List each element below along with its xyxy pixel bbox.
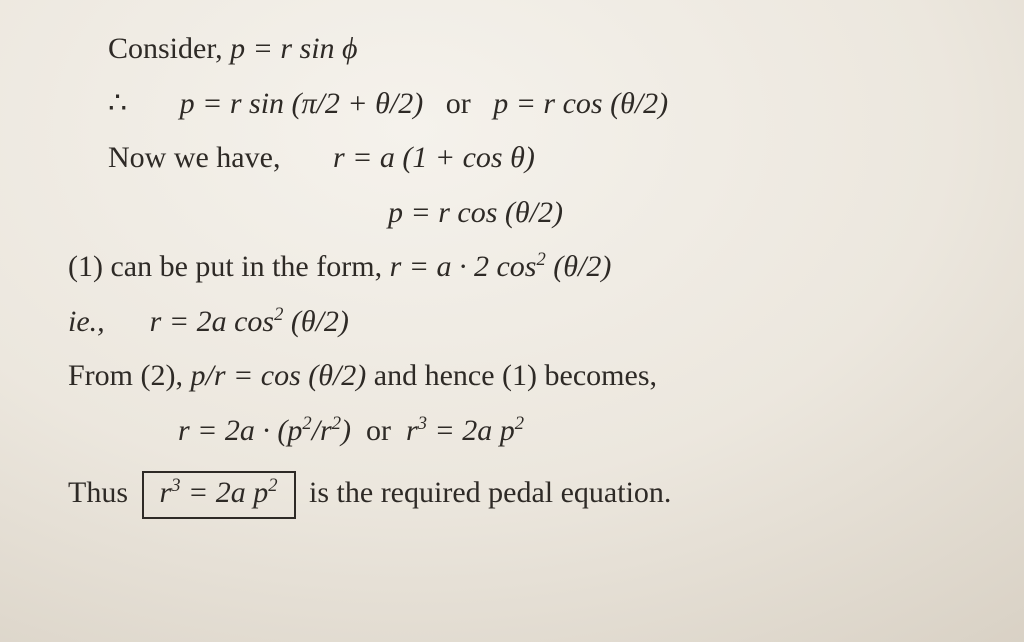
eq-text: (θ/2)	[283, 305, 349, 338]
math: p = r cos (θ/2)	[388, 196, 563, 229]
eq-text: p = r sin ϕ	[230, 32, 357, 65]
eq-text: )	[341, 414, 351, 447]
math: r = 2a · (p2/r2)	[178, 414, 351, 447]
text-or: or	[366, 414, 391, 447]
superscript: 2	[515, 413, 524, 434]
line-1: Consider, p = r sin ϕ	[68, 26, 976, 73]
math: r = a · 2 cos2 (θ/2)	[390, 250, 612, 283]
superscript: 2	[332, 413, 341, 434]
line-9: Thus r3 = 2a p2 is the required pedal eq…	[68, 470, 976, 519]
line-8: r = 2a · (p2/r2) or r3 = 2a p2	[68, 408, 976, 455]
text: Now we have,	[108, 141, 280, 174]
math: r3 = 2a p2	[160, 476, 278, 509]
superscript: 2	[302, 413, 311, 434]
text: and hence (1) becomes,	[366, 359, 657, 392]
therefore-symbol: ∴	[108, 87, 127, 120]
math: p/r = cos (θ/2)	[191, 359, 367, 392]
math: r = a (1 + cos θ)	[333, 141, 535, 174]
line-2: ∴ p = r sin (π/2 + θ/2) or p = r cos (θ/…	[68, 81, 976, 128]
line-3: Now we have, r = a (1 + cos θ)	[68, 135, 976, 182]
text: (1) can be put in the form,	[68, 250, 390, 283]
boxed-result: r3 = 2a p2	[142, 471, 296, 519]
text-ie: ie.,	[68, 305, 105, 338]
line-4: p = r cos (θ/2)	[68, 190, 976, 237]
superscript: 3	[418, 413, 427, 434]
math: p = r cos (θ/2)	[493, 87, 668, 120]
eq-text: r	[406, 414, 418, 447]
eq-text: r = 2a cos	[150, 305, 274, 338]
line-7: From (2), p/r = cos (θ/2) and hence (1) …	[68, 353, 976, 400]
eq-text: = 2a p	[180, 476, 268, 509]
page: Consider, p = r sin ϕ ∴ p = r sin (π/2 +…	[0, 0, 1024, 642]
text: From (2),	[68, 359, 191, 392]
eq-text: r = a · 2 cos	[390, 250, 537, 283]
line-6: ie., r = 2a cos2 (θ/2)	[68, 299, 976, 346]
text: is the required pedal equation.	[309, 476, 671, 509]
math: p = r sin (π/2 + θ/2)	[180, 87, 424, 120]
superscript: 2	[536, 249, 545, 270]
superscript: 2	[268, 475, 277, 496]
math: r = 2a cos2 (θ/2)	[150, 305, 349, 338]
line-5: (1) can be put in the form, r = a · 2 co…	[68, 244, 976, 291]
text: Consider,	[108, 32, 230, 65]
eq-text: = 2a p	[427, 414, 515, 447]
eq-text: r	[160, 476, 172, 509]
text-thus: Thus	[68, 476, 128, 509]
eq-text: r = 2a · (p	[178, 414, 302, 447]
text-or: or	[446, 87, 471, 120]
math: r3 = 2a p2	[406, 414, 524, 447]
math: p = r sin ϕ	[230, 32, 357, 65]
superscript: 2	[274, 304, 283, 325]
eq-text: /r	[312, 414, 332, 447]
eq-text: (θ/2)	[546, 250, 612, 283]
